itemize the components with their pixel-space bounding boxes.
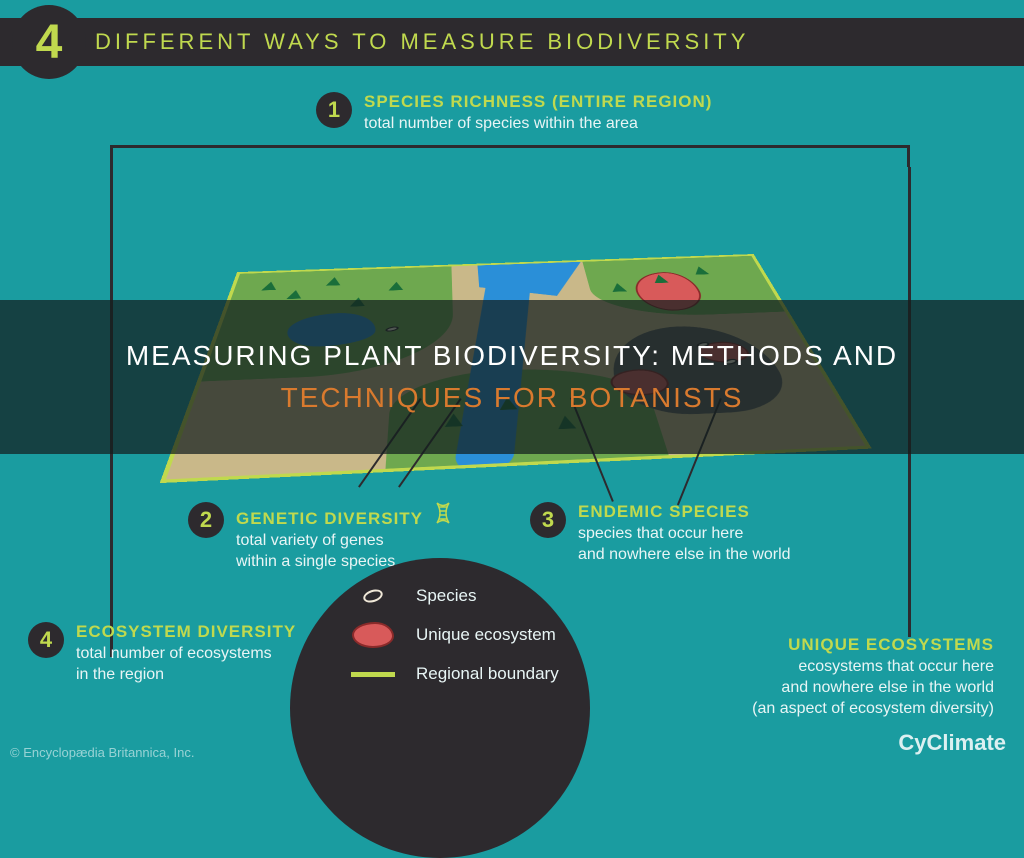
item-3-number: 3 [530, 502, 566, 538]
legend-row-boundary: Regional boundary [348, 664, 590, 684]
overlay-title: MEASURING PLANT BIODIVERSITY: METHODS AN… [126, 335, 898, 419]
item-4-title: ECOSYSTEM DIVERSITY [76, 622, 296, 642]
watermark-text: CyClimate [898, 730, 1006, 756]
legend-boundary-label: Regional boundary [416, 664, 559, 684]
legend-row-unique-eco: Unique ecosystem [348, 622, 590, 648]
item-1-desc: total number of species within the area [364, 114, 712, 135]
item-3-desc: species that occur here and nowhere else… [578, 524, 791, 566]
header-number-circle: 4 [12, 5, 86, 79]
legend-species-label: Species [416, 586, 476, 606]
unique-ecosystems: UNIQUE ECOSYSTEMS ecosystems that occur … [714, 635, 994, 719]
item-3: 3 ENDEMIC SPECIES species that occur her… [530, 502, 791, 566]
item-4-number: 4 [28, 622, 64, 658]
unique-eco-desc: ecosystems that occur here and nowhere e… [714, 657, 994, 719]
item-1-number: 1 [316, 92, 352, 128]
legend-boundary-icon [348, 672, 398, 677]
legend: Species Unique ecosystem Regional bounda… [290, 558, 590, 858]
item-4: 4 ECOSYSTEM DIVERSITY total number of ec… [28, 622, 296, 686]
legend-row-species: Species [348, 586, 590, 606]
overlay-line1: MEASURING PLANT BIODIVERSITY: METHODS AN… [126, 340, 898, 371]
item-2-title: GENETIC DIVERSITY [236, 502, 452, 529]
item-4-desc: total number of ecosystems in the region [76, 644, 296, 686]
overlay-title-band: MEASURING PLANT BIODIVERSITY: METHODS AN… [0, 300, 1024, 454]
item-1: 1 SPECIES RICHNESS (ENTIRE REGION) total… [316, 92, 712, 135]
copyright-text: © Encyclopædia Britannica, Inc. [10, 745, 194, 760]
legend-species-icon [348, 590, 398, 602]
item-2-number: 2 [188, 502, 224, 538]
legend-unique-eco-label: Unique ecosystem [416, 625, 556, 645]
header-title: DIFFERENT WAYS TO MEASURE BIODIVERSITY [95, 29, 749, 55]
overlay-line2: TECHNIQUES FOR BOTANISTS [281, 382, 744, 413]
unique-eco-title: UNIQUE ECOSYSTEMS [714, 635, 994, 655]
item-1-title: SPECIES RICHNESS (ENTIRE REGION) [364, 92, 712, 112]
header-number: 4 [36, 15, 63, 70]
header-band: DIFFERENT WAYS TO MEASURE BIODIVERSITY [0, 18, 1024, 66]
bracket-top [110, 145, 910, 167]
item-3-title: ENDEMIC SPECIES [578, 502, 791, 522]
legend-unique-eco-icon [348, 622, 398, 648]
dna-icon [434, 509, 452, 528]
